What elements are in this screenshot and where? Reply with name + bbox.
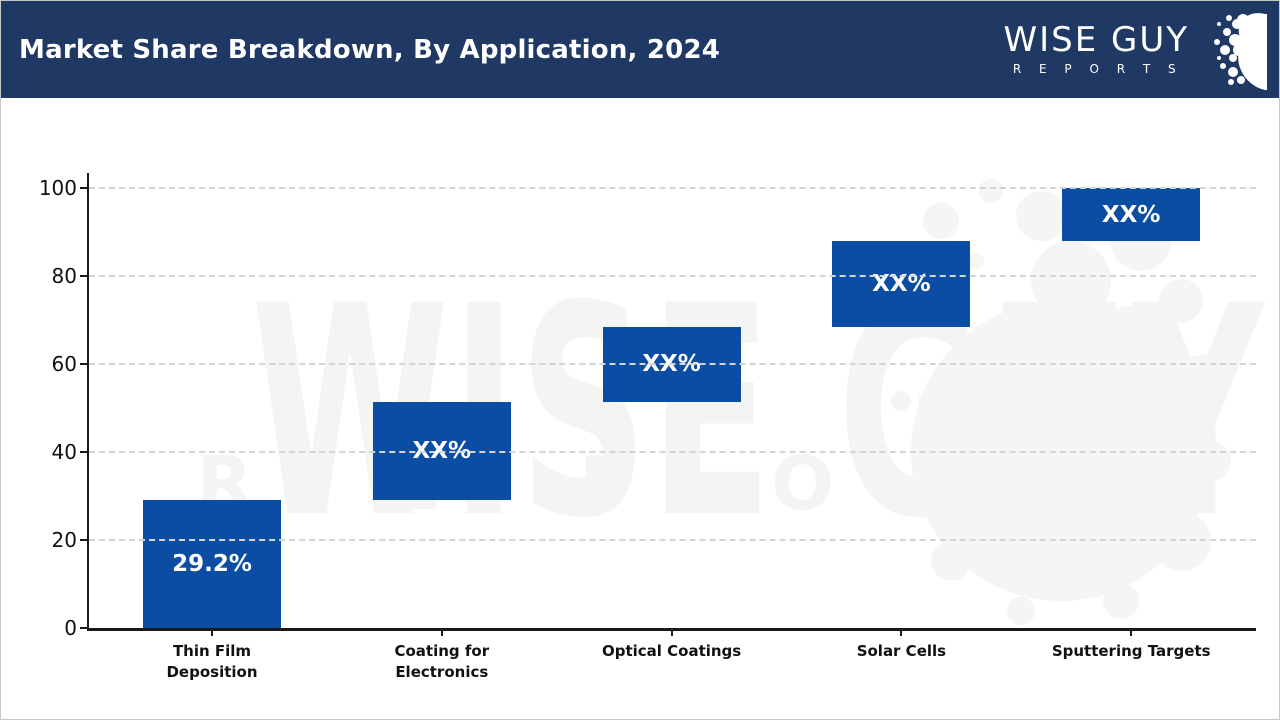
brand-logo-text: WISE GUY R E P O R T S <box>1003 23 1189 76</box>
y-axis-tick-label: 0 <box>64 616 77 640</box>
y-axis-tick <box>80 187 88 189</box>
y-axis-tick-label: 80 <box>51 264 77 288</box>
gridline <box>89 275 1256 277</box>
gridline <box>89 451 1256 453</box>
bar-value-label: XX% <box>1101 201 1161 228</box>
x-axis-category-label: Thin Film Deposition <box>166 642 258 681</box>
waterfall-bar: XX% <box>1062 188 1201 242</box>
gridline <box>89 187 1256 189</box>
y-axis-tick <box>80 451 88 453</box>
y-axis-tick-label: 100 <box>38 176 77 200</box>
gridline <box>89 363 1256 365</box>
y-axis-tick <box>80 363 88 365</box>
x-axis-category-label: Solar Cells <box>856 642 947 660</box>
x-axis-tick <box>211 628 213 636</box>
gridline <box>89 539 1256 541</box>
header-bar: Market Share Breakdown, By Application, … <box>1 1 1279 98</box>
logo-face-icon <box>1214 12 1267 90</box>
y-axis-tick-label: 60 <box>51 352 77 376</box>
waterfall-bar: XX% <box>372 402 511 500</box>
x-axis-tick <box>670 628 673 636</box>
x-axis-tick <box>440 628 443 636</box>
x-axis-category-label: Optical Coatings <box>601 642 742 660</box>
y-axis-tick-label: 20 <box>51 528 77 552</box>
x-axis-tick <box>1130 628 1133 636</box>
bar-value-label: XX% <box>412 437 472 464</box>
waterfall-bar: 29.2% <box>143 499 281 628</box>
y-axis-tick <box>80 627 88 629</box>
y-axis-line <box>87 173 89 631</box>
x-axis-tick <box>900 628 903 636</box>
y-axis-tick <box>80 275 88 277</box>
x-axis-category-label: Sputtering Targets <box>1051 642 1211 660</box>
waterfall-bar: XX% <box>832 241 971 327</box>
y-axis-tick-label: 40 <box>51 440 77 464</box>
watermark-face-dots-icon <box>891 179 1231 625</box>
bar-value-label: 29.2% <box>172 550 252 577</box>
logo-wordmark: WISE GUY <box>1003 20 1189 60</box>
brand-logo: WISE GUY R E P O R T S <box>1003 8 1267 92</box>
y-axis-tick <box>80 539 88 541</box>
x-axis-category-label: Coating for Electronics <box>394 642 490 681</box>
logo-subtext: R E P O R T S <box>1012 62 1183 76</box>
page-title: Market Share Breakdown, By Application, … <box>19 34 721 65</box>
